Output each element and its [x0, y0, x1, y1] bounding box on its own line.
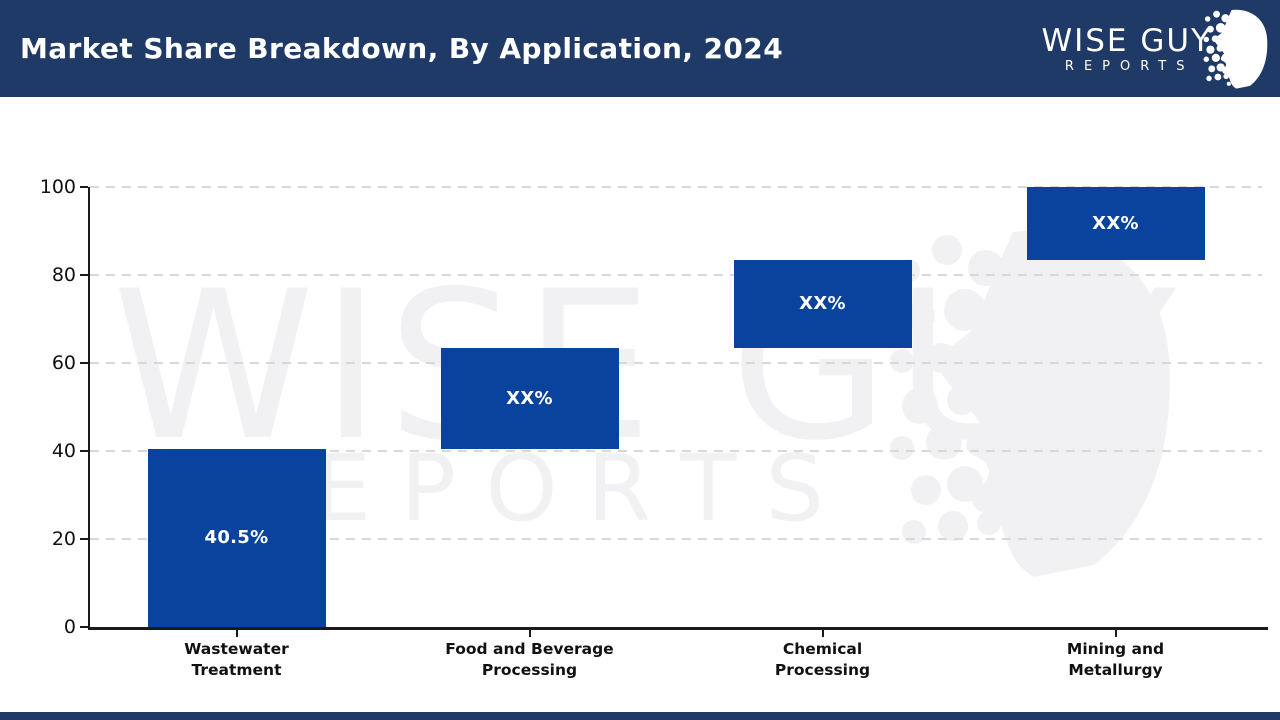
gridline — [90, 450, 1262, 452]
gridline — [90, 186, 1262, 188]
y-axis-tick — [80, 538, 88, 540]
gridline — [90, 274, 1262, 276]
wise-guy-reports-logo: WISE GUY REPORTS — [1041, 4, 1272, 94]
logo-head-icon — [1203, 9, 1268, 89]
y-axis-tick — [80, 186, 88, 188]
header-banner: Market Share Breakdown, By Application, … — [0, 0, 1280, 97]
bar-segment: XX% — [733, 259, 912, 348]
x-axis-category-label: Wastewater Treatment — [184, 640, 289, 679]
bar-segment: XX% — [440, 347, 619, 449]
x-axis-line — [88, 627, 1268, 630]
bar-segment: 40.5% — [147, 448, 326, 627]
bar-value-label: XX% — [799, 293, 846, 315]
y-axis-tick-label: 80 — [51, 264, 76, 286]
x-axis-category-label: Mining and Metallurgy — [1066, 640, 1165, 679]
bar-value-label: XX% — [506, 387, 553, 409]
logo-text: WISE GUY REPORTS — [1041, 22, 1212, 74]
logo-subtitle: REPORTS — [1064, 58, 1195, 74]
y-axis-line — [88, 187, 90, 629]
y-axis-tick — [80, 274, 88, 276]
watermark-head-icon — [890, 230, 1170, 577]
y-axis-tick-label: 0 — [63, 616, 76, 638]
x-axis-tick — [528, 630, 531, 637]
bar-value-label: 40.5% — [204, 527, 269, 549]
y-axis-tick-label: 60 — [51, 352, 76, 374]
y-axis-tick-label: 20 — [51, 528, 76, 550]
y-axis-tick — [80, 362, 88, 364]
gridline — [90, 538, 1262, 540]
page-title: Market Share Breakdown, By Application, … — [20, 32, 784, 65]
chart-area: WISE GUY R E P O R T S 0 20 40 60 80 100 40.5%… — [0, 97, 1280, 712]
y-axis-tick — [80, 626, 88, 628]
logo-name: WISE GUY — [1041, 22, 1212, 59]
footer-bar — [0, 712, 1280, 720]
y-axis-tick-label: 100 — [39, 176, 76, 198]
x-axis-tick — [235, 630, 238, 637]
y-axis-tick — [80, 450, 88, 452]
bar-value-label: XX% — [1092, 212, 1139, 234]
bar-segment: XX% — [1026, 187, 1205, 260]
x-axis-tick — [821, 630, 824, 637]
x-axis-tick — [1114, 630, 1117, 637]
x-axis-category-label: Food and Beverage Processing — [445, 640, 614, 679]
gridline — [90, 362, 1262, 364]
y-axis-tick-label: 40 — [51, 440, 76, 462]
x-axis-category-label: Chemical Processing — [774, 640, 871, 679]
